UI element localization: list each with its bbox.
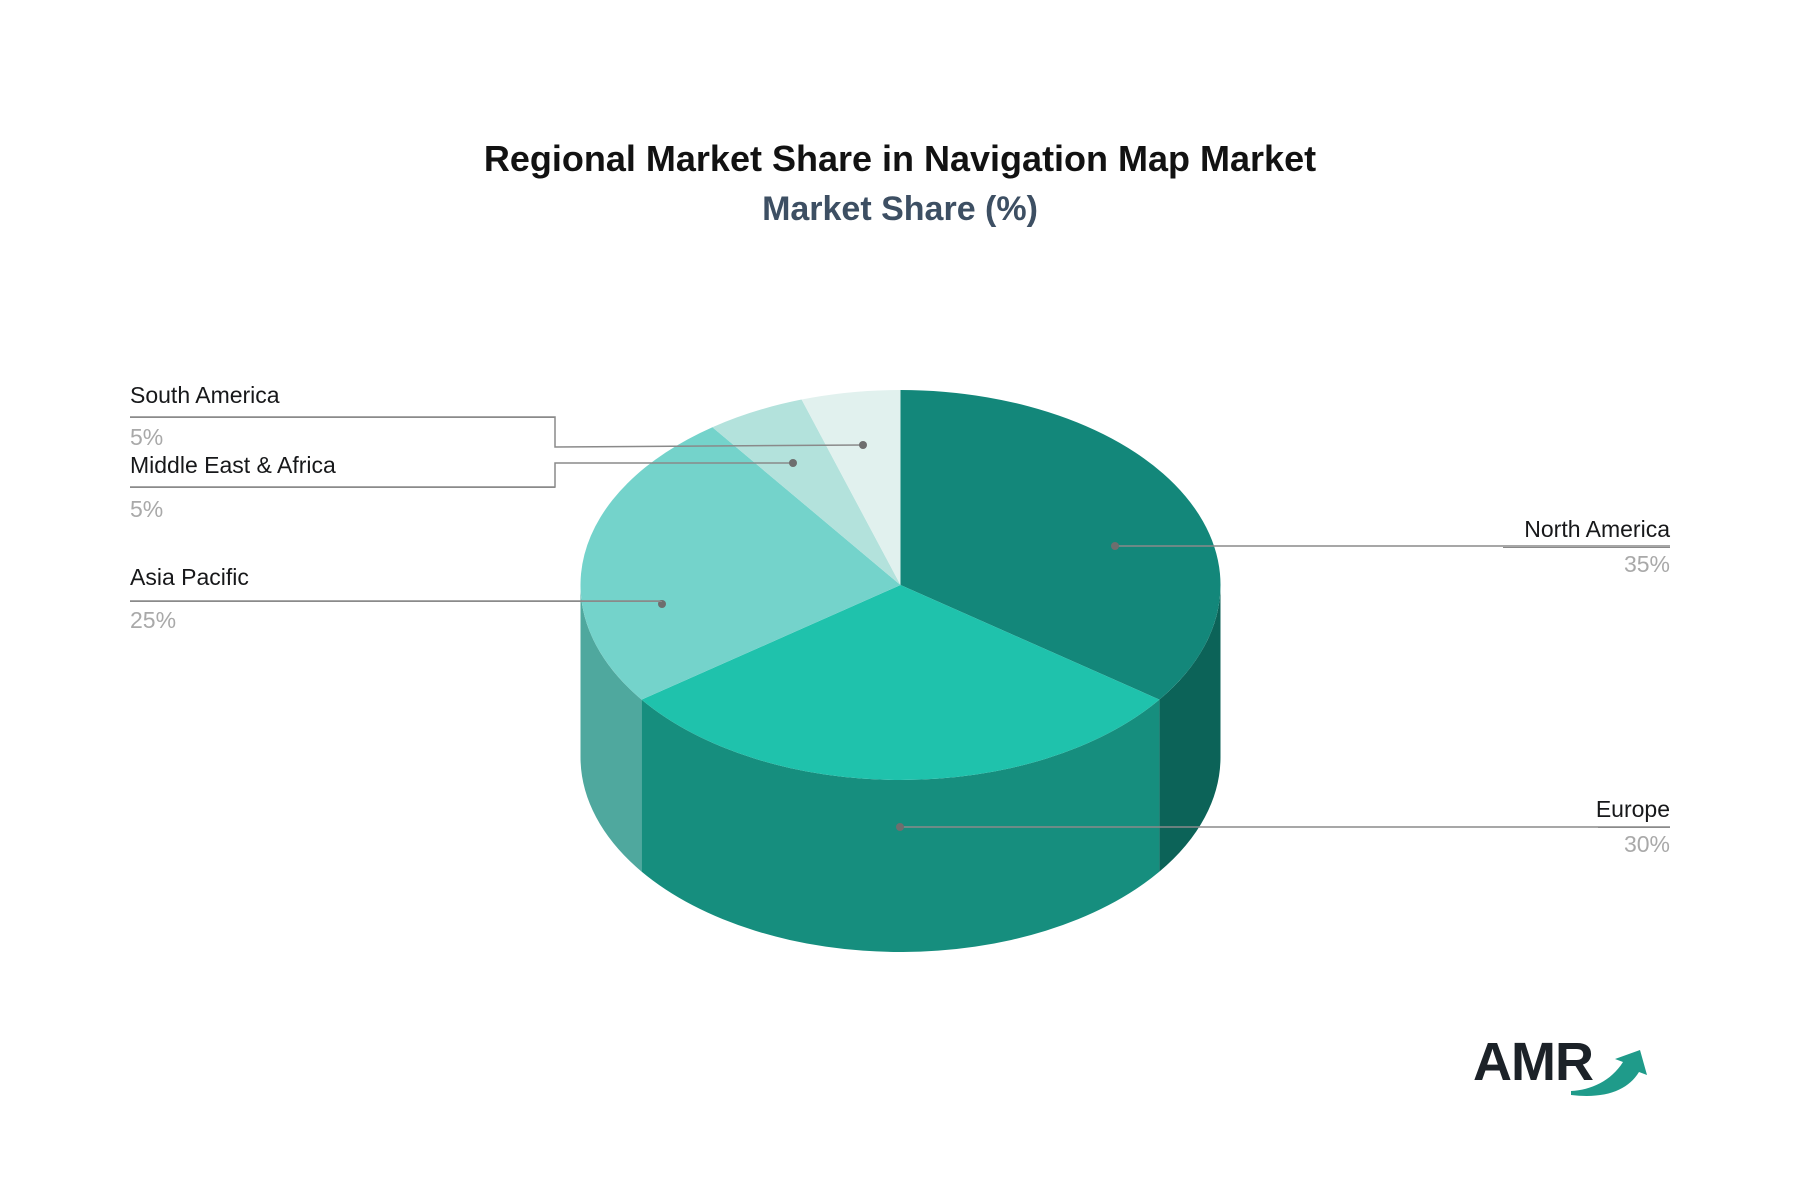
svg-text:AMR: AMR [1473, 1032, 1593, 1092]
